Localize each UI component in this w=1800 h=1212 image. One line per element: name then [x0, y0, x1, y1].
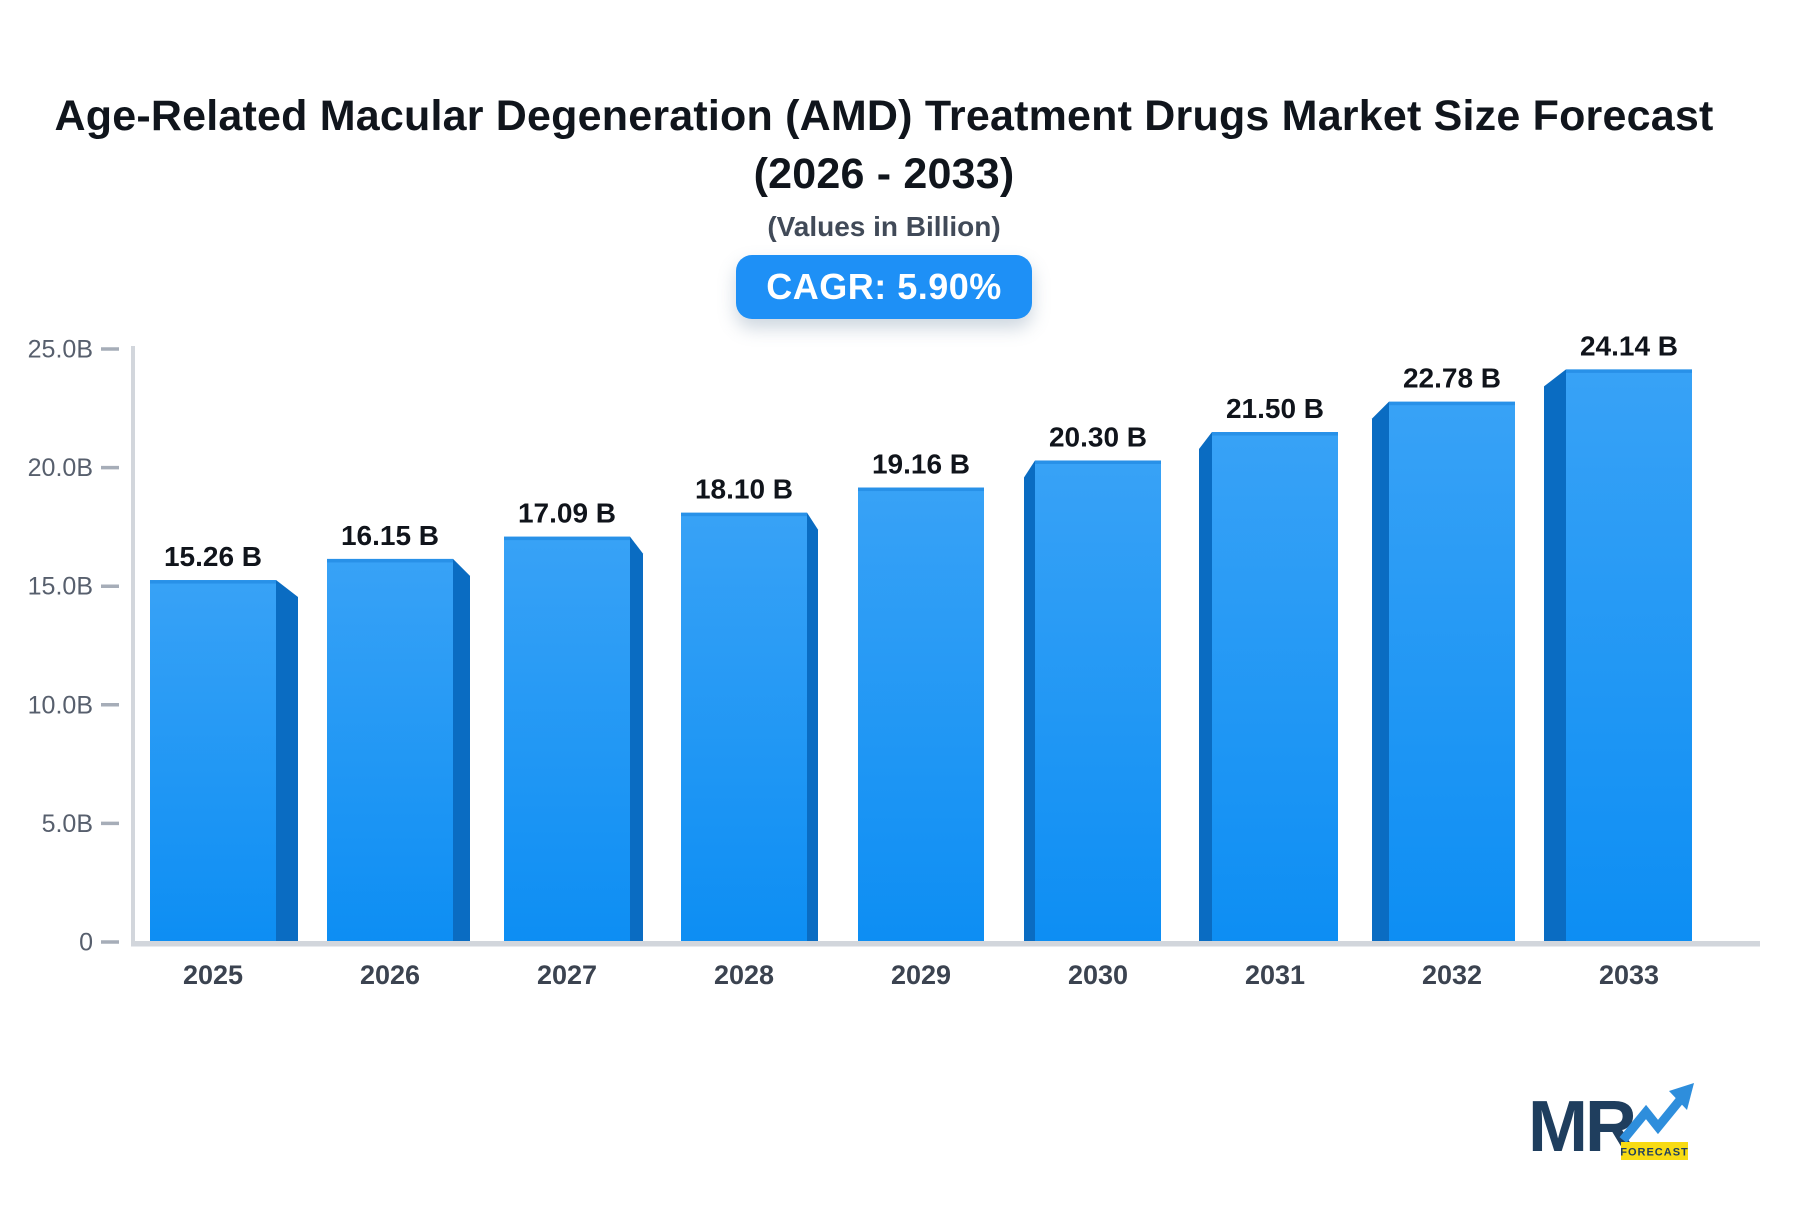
bar-group-2029: 19.16 B 2029 — [858, 449, 984, 990]
bar-side-face — [1024, 460, 1035, 942]
chart-subtitle: (Values in Billion) — [767, 211, 1001, 243]
logo-forecast-text: FORECAST — [1620, 1147, 1689, 1159]
bar-top-edge — [327, 558, 453, 563]
bar-side-face — [630, 536, 643, 942]
logo-mr-text: MR — [1528, 1087, 1636, 1166]
x-axis-label: 2025 — [183, 960, 243, 990]
bar-value-label: 19.16 B — [872, 449, 970, 480]
bar-2025[interactable] — [150, 580, 276, 942]
x-axis-label: 2028 — [714, 960, 774, 990]
bar-group-2028: 18.10 B 2028 — [681, 474, 818, 990]
bar-side-face — [276, 580, 298, 942]
y-axis-tick-label: 10.0B — [28, 691, 93, 719]
chart-title-line1: Age-Related Macular Degeneration (AMD) T… — [54, 92, 1714, 140]
cagr-badge: CAGR: 5.90% — [736, 255, 1032, 320]
bar-value-label: 24.14 B — [1580, 330, 1678, 361]
logo-trend-arrow-icon — [1619, 1097, 1684, 1143]
bar-value-label: 17.09 B — [518, 498, 616, 529]
x-axis-label: 2031 — [1245, 960, 1305, 990]
bar-side-face — [807, 512, 818, 942]
mr-forecast-logo: MR FORECAST — [1528, 1083, 1694, 1166]
logo-arrow-head-icon — [1669, 1083, 1694, 1110]
bar-group-2030: 20.30 B 2030 — [1024, 421, 1161, 990]
bar-side-face — [453, 558, 470, 942]
bar-2028[interactable] — [681, 512, 807, 942]
bar-top-edge — [681, 512, 807, 517]
bar-value-label: 22.78 B — [1403, 363, 1501, 394]
bar-2030[interactable] — [1035, 460, 1161, 942]
bar-side-face — [1372, 401, 1389, 942]
bar-top-edge — [504, 536, 630, 541]
bar-group-2033: 24.14 B 2033 — [1544, 330, 1692, 990]
x-axis-label: 2030 — [1068, 960, 1128, 990]
y-axis-tick-label: 5.0B — [42, 810, 93, 838]
bar-top-edge — [150, 580, 276, 584]
bar-side-face — [1544, 369, 1566, 943]
bar-2033[interactable] — [1566, 369, 1692, 943]
bar-value-label: 15.26 B — [164, 541, 262, 572]
y-axis-line — [131, 346, 135, 946]
bar-2032[interactable] — [1389, 401, 1515, 942]
bar-value-label: 21.50 B — [1226, 393, 1324, 424]
bar-2031[interactable] — [1212, 432, 1338, 942]
logo-forecast-box — [1621, 1142, 1688, 1160]
bar-group-2025: 15.26 B 2025 — [150, 541, 298, 990]
bar-value-label: 20.30 B — [1049, 421, 1147, 452]
bar-group-2027: 17.09 B 2027 — [504, 498, 643, 990]
bar-value-label: 16.15 B — [341, 520, 439, 551]
y-axis-tick-label: 15.0B — [28, 573, 93, 601]
x-axis-label: 2027 — [537, 960, 597, 990]
bar-2027[interactable] — [504, 536, 630, 942]
x-axis-label: 2026 — [360, 960, 420, 990]
y-axis-tick-label: 20.0B — [28, 454, 93, 482]
bar-value-label: 18.10 B — [695, 474, 793, 505]
bar-top-edge — [1389, 401, 1515, 406]
x-axis-label: 2033 — [1599, 960, 1659, 990]
y-axis-tick-label: 0 — [79, 929, 93, 957]
bar-group-2031: 21.50 B 2031 — [1199, 393, 1338, 990]
bar-2026[interactable] — [327, 558, 453, 942]
x-axis-label: 2032 — [1422, 960, 1482, 990]
x-axis-label: 2029 — [891, 960, 951, 990]
bar-2029[interactable] — [858, 487, 984, 942]
bar-top-edge — [858, 487, 984, 492]
chart-header: Age-Related Macular Degeneration (AMD) T… — [0, 0, 1768, 320]
bar-top-edge — [1566, 369, 1692, 373]
chart-title-line2: (2026 - 2033) — [753, 149, 1015, 198]
bar-group-2032: 22.78 B 2032 — [1372, 363, 1515, 990]
bar-top-edge — [1035, 460, 1161, 464]
bar-side-face — [1199, 432, 1212, 942]
bar-group-2026: 16.15 B 2026 — [327, 520, 470, 990]
y-axis-tick-label: 25.0B — [28, 336, 93, 364]
bar-top-edge — [1212, 432, 1338, 436]
x-axis-line — [131, 941, 1760, 947]
